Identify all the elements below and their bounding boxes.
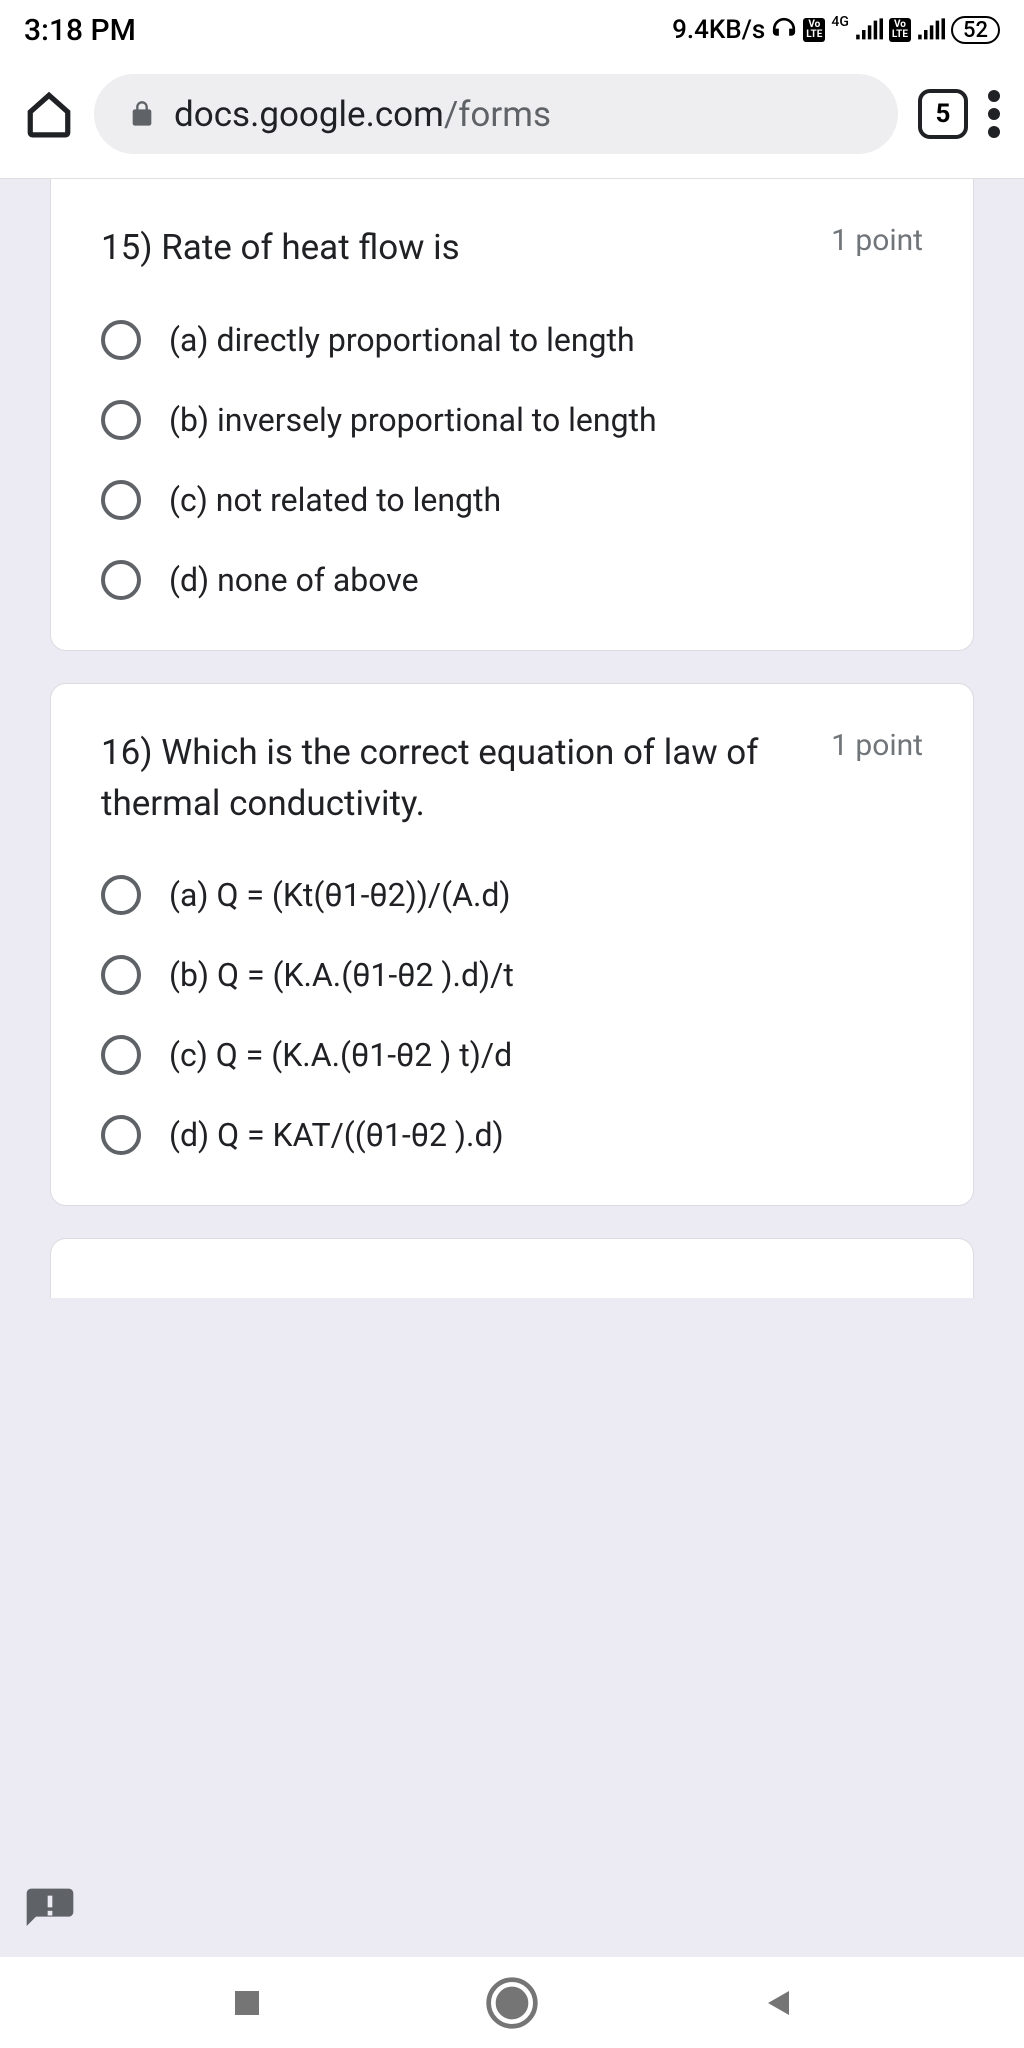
form-content: 15) Rate of heat flow is 1 point (a) dir… [0, 179, 1024, 1957]
url-text: docs.google.com/forms [174, 94, 551, 135]
network-4g: 4G [831, 14, 849, 30]
radio-icon [101, 875, 141, 915]
signal-icon-2 [917, 18, 945, 42]
recent-apps-button[interactable] [229, 1985, 265, 2021]
battery-level: 52 [951, 16, 1000, 44]
lock-icon [128, 100, 156, 128]
feedback-icon[interactable] [22, 1884, 78, 1940]
radio-icon [101, 400, 141, 440]
status-time: 3:18 PM [24, 13, 136, 48]
option-text: (a) Q = (Kt(θ1-θ2))/(A.d) [169, 876, 511, 914]
system-nav-bar [0, 1958, 1024, 2048]
option-c[interactable]: (c) not related to length [101, 480, 923, 520]
question-card-15: 15) Rate of heat flow is 1 point (a) dir… [50, 179, 974, 651]
home-icon[interactable] [24, 89, 74, 139]
status-right: 9.4KB/s VoLTE 4G VoLTE 52 [672, 15, 1000, 45]
url-domain: docs.google.com [174, 94, 444, 135]
option-d[interactable]: (d) Q = KAT/((θ1-θ2 ).d) [101, 1115, 923, 1155]
next-card-peek [50, 1238, 974, 1298]
option-text: (b) Q = (K.A.(θ1-θ2 ).d)/t [169, 956, 514, 994]
option-text: (d) none of above [169, 561, 419, 599]
question-header: 16) Which is the correct equation of law… [101, 728, 923, 830]
option-text: (c) not related to length [169, 481, 501, 519]
question-points: 1 point [831, 728, 923, 763]
volte-badge-2: VoLTE [889, 18, 911, 42]
signal-icon-1 [855, 18, 883, 42]
more-menu-icon[interactable] [988, 90, 1000, 138]
radio-icon [101, 1115, 141, 1155]
option-text: (d) Q = KAT/((θ1-θ2 ).d) [169, 1116, 504, 1154]
option-d[interactable]: (d) none of above [101, 560, 923, 600]
radio-icon [101, 1035, 141, 1075]
option-c[interactable]: (c) Q = (K.A.(θ1-θ2 ) t)/d [101, 1035, 923, 1075]
radio-icon [101, 320, 141, 360]
option-text: (b) inversely proportional to length [169, 401, 657, 439]
volte-badge-1: VoLTE [803, 18, 825, 42]
browser-bar: docs.google.com/forms 5 [0, 56, 1024, 179]
radio-icon [101, 955, 141, 995]
option-a[interactable]: (a) Q = (Kt(θ1-θ2))/(A.d) [101, 875, 923, 915]
option-text: (c) Q = (K.A.(θ1-θ2 ) t)/d [169, 1036, 512, 1074]
radio-icon [101, 560, 141, 600]
data-rate: 9.4KB/s [672, 15, 765, 45]
url-path: /forms [444, 94, 551, 135]
question-text: 15) Rate of heat flow is [101, 223, 811, 274]
tab-count-value: 5 [936, 99, 951, 129]
tab-count-button[interactable]: 5 [918, 89, 968, 139]
question-card-16: 16) Which is the correct equation of law… [50, 683, 974, 1207]
home-button[interactable] [484, 1975, 540, 2031]
status-bar: 3:18 PM 9.4KB/s VoLTE 4G VoLTE 52 [0, 0, 1024, 56]
url-bar[interactable]: docs.google.com/forms [94, 74, 898, 154]
question-text: 16) Which is the correct equation of law… [101, 728, 811, 830]
question-points: 1 point [831, 223, 923, 258]
question-header: 15) Rate of heat flow is 1 point [101, 223, 923, 274]
option-a[interactable]: (a) directly proportional to length [101, 320, 923, 360]
headphone-icon [771, 17, 797, 43]
option-b[interactable]: (b) inversely proportional to length [101, 400, 923, 440]
option-text: (a) directly proportional to length [169, 321, 635, 359]
option-b[interactable]: (b) Q = (K.A.(θ1-θ2 ).d)/t [101, 955, 923, 995]
radio-icon [101, 480, 141, 520]
back-button[interactable] [759, 1985, 795, 2021]
